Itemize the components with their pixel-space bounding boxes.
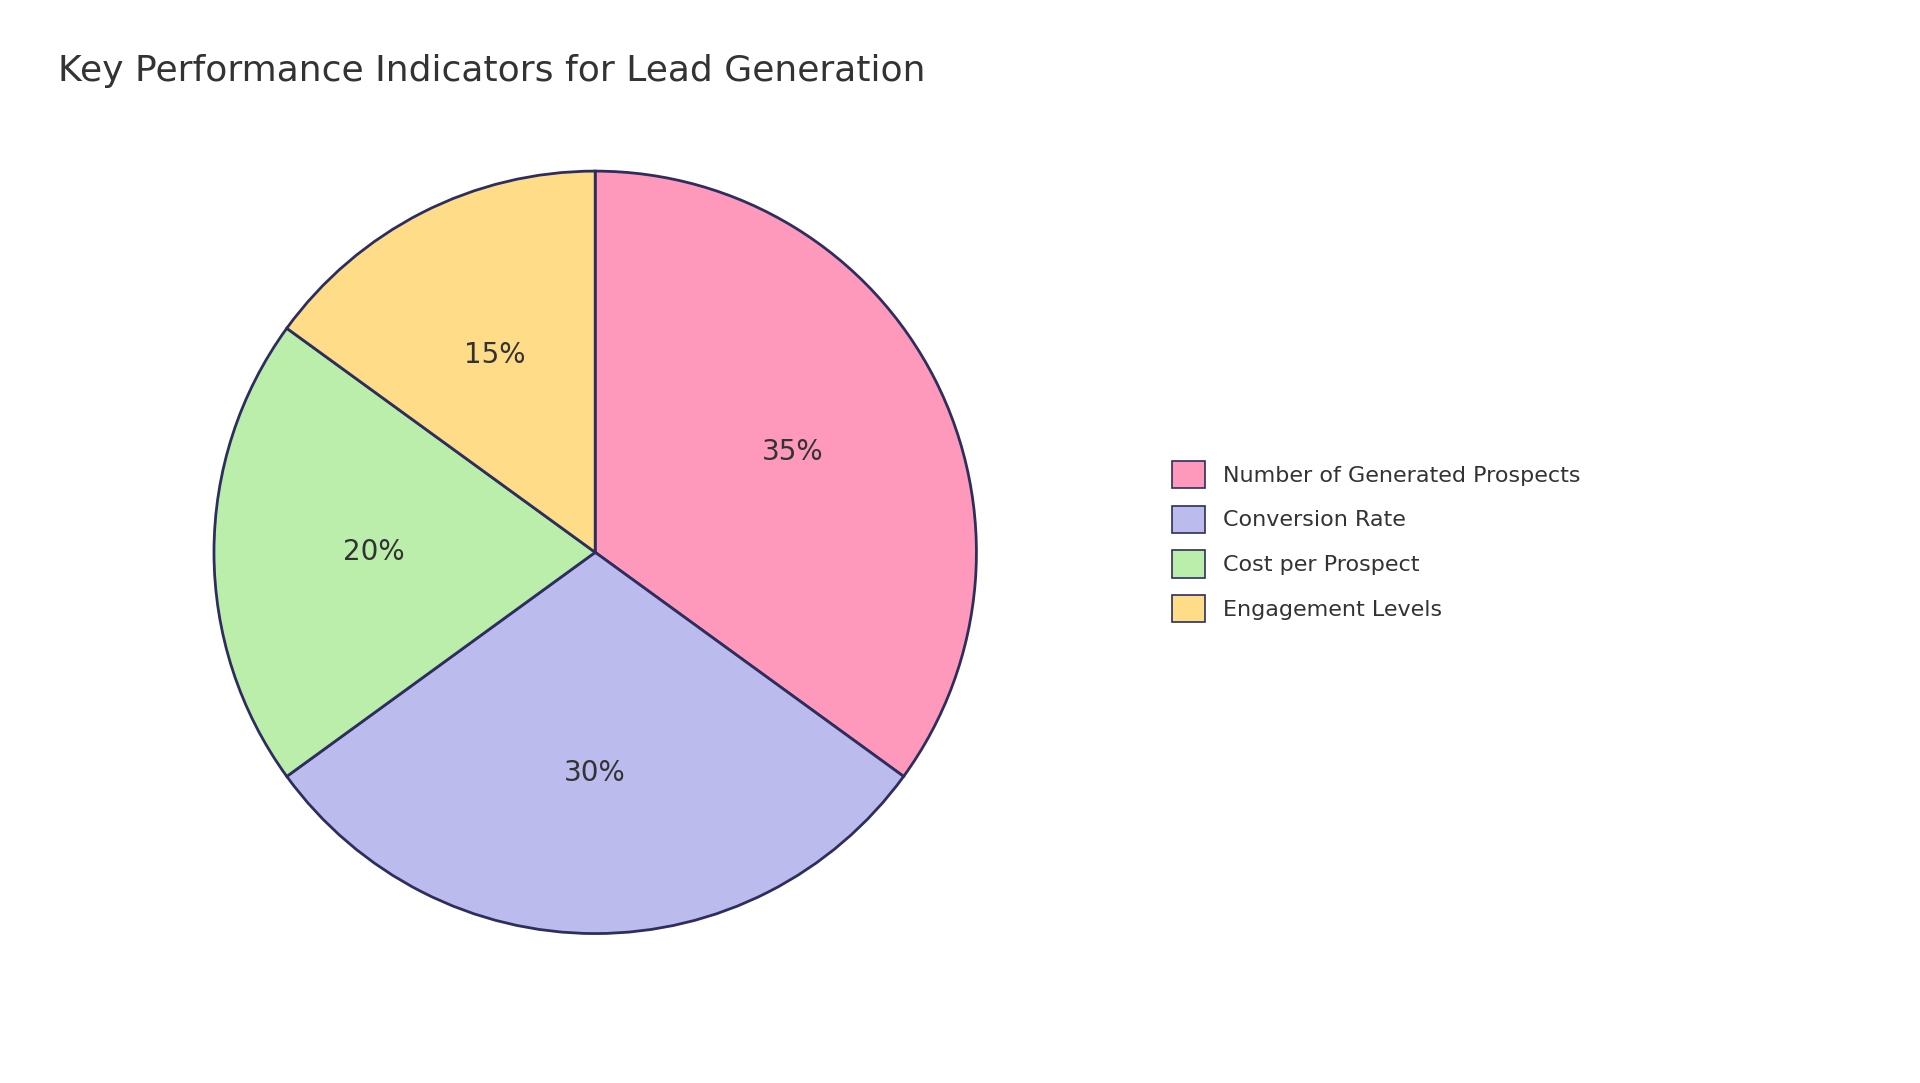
Wedge shape [286,171,595,552]
Text: 20%: 20% [344,538,405,566]
Text: Key Performance Indicators for Lead Generation: Key Performance Indicators for Lead Gene… [58,54,925,88]
Wedge shape [286,552,904,934]
Text: 30%: 30% [564,759,626,787]
Text: 15%: 15% [465,341,526,369]
Wedge shape [213,328,595,777]
Text: 35%: 35% [762,438,824,466]
Legend: Number of Generated Prospects, Conversion Rate, Cost per Prospect, Engagement Le: Number of Generated Prospects, Conversio… [1164,452,1590,631]
Wedge shape [595,171,977,777]
